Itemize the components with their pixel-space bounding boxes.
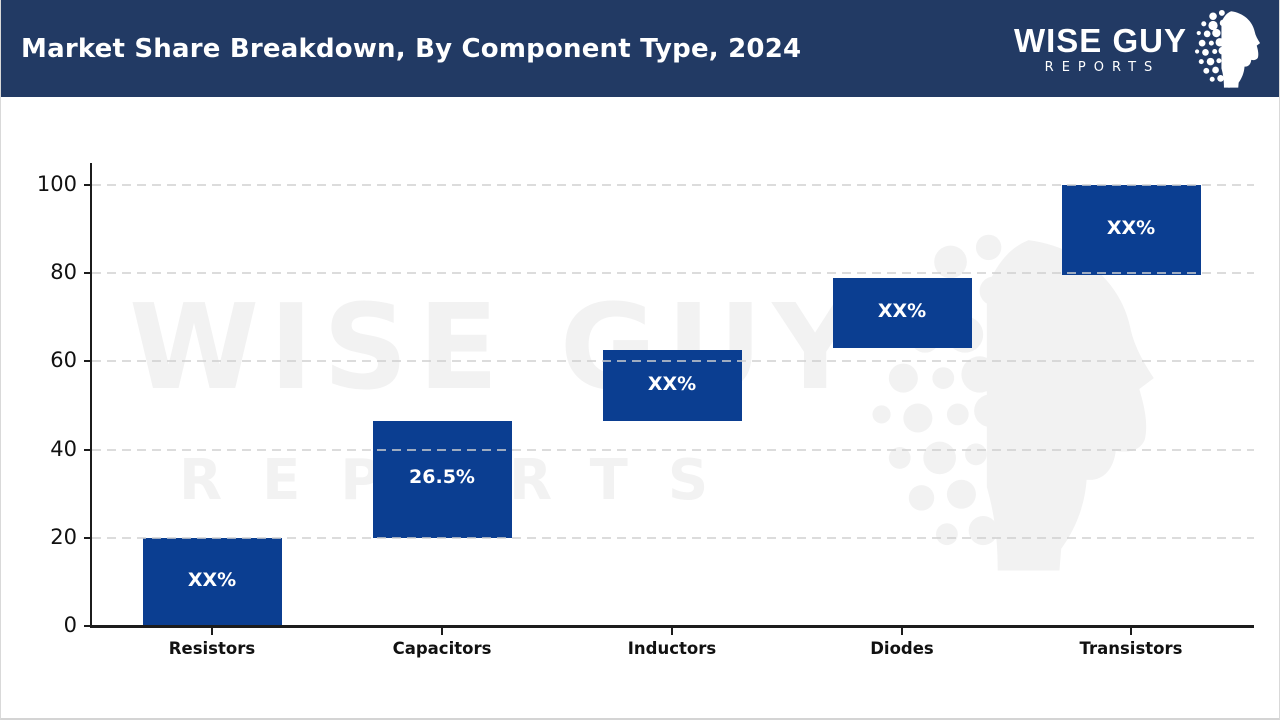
y-axis-tick	[84, 184, 91, 186]
brand-name: WISE GUY	[1013, 21, 1187, 59]
y-tick-label: 40	[50, 436, 77, 461]
bar-transistors	[1061, 185, 1201, 276]
y-axis-tick	[84, 625, 91, 627]
y-axis-line	[90, 163, 92, 627]
x-tick-label-diodes: Diodes	[870, 639, 934, 658]
bar-diodes	[832, 277, 972, 349]
y-axis-tick	[84, 360, 91, 363]
gridline	[92, 448, 1254, 451]
bar-value-label: XX%	[1106, 217, 1156, 240]
gridline	[92, 360, 1254, 363]
bar-value-label: XX%	[647, 372, 697, 395]
x-axis-tick	[211, 627, 213, 635]
x-axis-tick	[901, 627, 903, 635]
x-axis-line	[90, 625, 1254, 628]
x-tick-label-transistors: Transistors	[1079, 639, 1183, 658]
y-axis-tick	[84, 448, 91, 451]
brand-logo: WISE GUY REPORTS	[1014, 7, 1267, 91]
y-tick-label: 60	[50, 348, 77, 373]
bar-value-label: 26.5%	[409, 466, 475, 489]
brand-wordmark: WISE GUY REPORTS	[1014, 24, 1187, 74]
watermark-wordmark: WISE GUY	[129, 278, 868, 416]
y-tick-label: 0	[63, 613, 77, 637]
x-axis-tick	[441, 627, 443, 635]
watermark-head-icon	[856, 222, 1183, 585]
x-axis-tick	[1130, 627, 1132, 635]
bar-resistors	[142, 537, 282, 626]
gridline	[92, 184, 1254, 186]
x-tick-label-capacitors: Capacitors	[392, 639, 492, 658]
bar-capacitors	[372, 420, 512, 538]
brand-subname: REPORTS	[1044, 59, 1161, 75]
y-tick-label: 20	[50, 524, 77, 549]
x-tick-label-inductors: Inductors	[627, 639, 717, 658]
brand-head-icon	[1191, 7, 1267, 91]
gridline	[92, 272, 1254, 275]
y-tick-label: 100	[36, 172, 77, 196]
gridline	[92, 536, 1254, 539]
y-axis-tick	[84, 272, 91, 275]
y-tick-label: 80	[50, 260, 77, 285]
header-bar: Market Share Breakdown, By Component Typ…	[1, 0, 1279, 97]
x-axis-tick	[671, 627, 673, 635]
y-axis-tick	[84, 536, 91, 539]
chart-title: Market Share Breakdown, By Component Typ…	[21, 33, 802, 64]
x-tick-label-resistors: Resistors	[168, 639, 256, 658]
bar-value-label: XX%	[187, 568, 237, 591]
bar-value-label: XX%	[877, 299, 927, 322]
